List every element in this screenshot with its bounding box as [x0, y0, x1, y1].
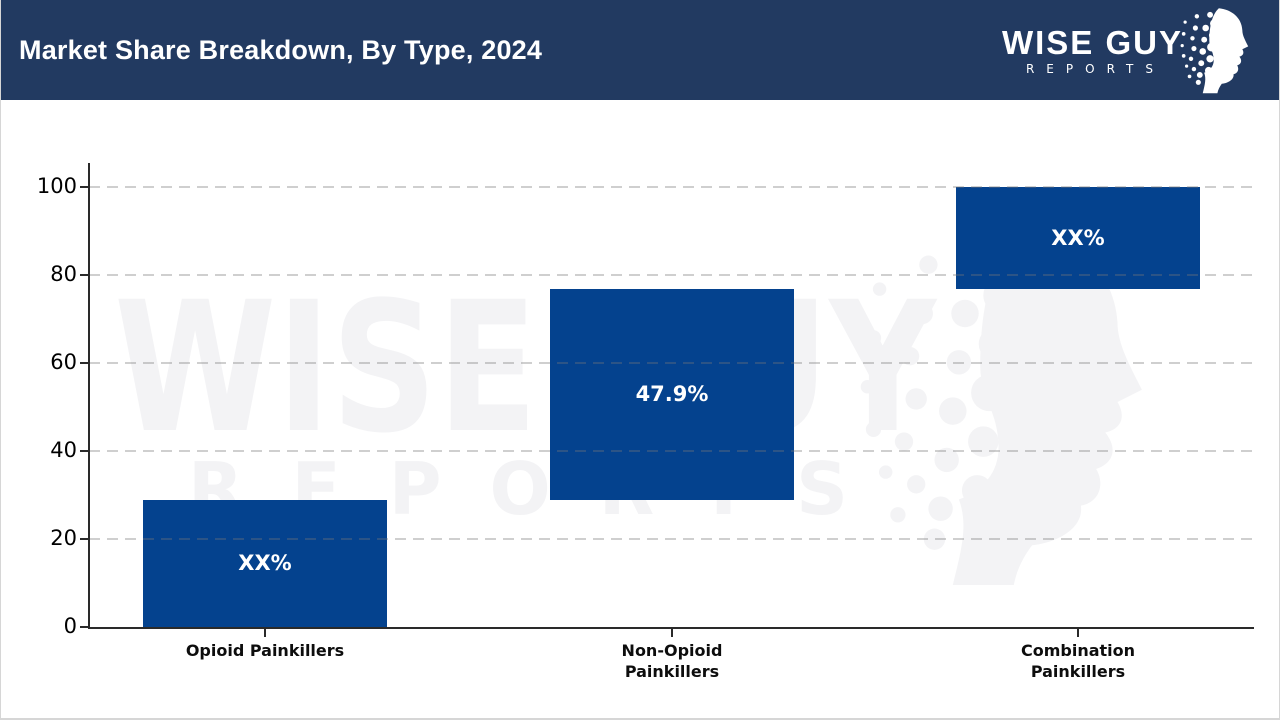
logo-wordmark: WISE GUY [1001, 23, 1183, 61]
x-tick-mark [671, 629, 673, 637]
y-tick-mark [80, 450, 88, 452]
gridline-20 [89, 538, 1254, 540]
x-axis-line [88, 627, 1254, 629]
page-title: Market Share Breakdown, By Type, 2024 [19, 34, 543, 65]
gridline-80 [89, 274, 1254, 276]
x-category-label: Non-Opioid Painkillers [621, 641, 723, 681]
y-tick-label: 100 [36, 174, 77, 199]
y-tick-mark [80, 362, 88, 364]
logo-reports-label: REPORTS [1025, 61, 1165, 76]
bar-value-label: XX% [238, 551, 292, 576]
gridline-60 [89, 362, 1254, 364]
y-tick-label: 60 [50, 350, 77, 375]
wiseguy-logo-text: WISE GUY REPORTS [1002, 26, 1183, 75]
wiseguy-logo-face-icon [1180, 8, 1249, 94]
y-tick-mark [80, 186, 88, 188]
waterfall-bar-2 [550, 289, 794, 500]
y-axis-line [88, 163, 90, 629]
bar-value-label: XX% [1051, 226, 1105, 251]
gridline-40 [89, 450, 1254, 452]
x-tick-mark [264, 629, 266, 637]
x-tick-mark [1077, 629, 1079, 637]
y-tick-mark [80, 274, 88, 276]
y-tick-mark [80, 626, 88, 628]
wiseguy-logo: WISE GUY REPORTS [1002, 6, 1253, 94]
y-tick-label: 20 [50, 526, 77, 551]
waterfall-bar-1 [143, 499, 387, 627]
y-tick-label: 80 [50, 262, 77, 287]
x-category-label: Combination Painkillers [1020, 641, 1136, 681]
gridline-100 [89, 186, 1254, 188]
bar-value-label: 47.9% [635, 382, 709, 407]
header-bar: Market Share Breakdown, By Type, 2024 WI… [1, 0, 1279, 100]
y-tick-mark [80, 538, 88, 540]
y-tick-label: 40 [50, 438, 77, 463]
x-category-label: Opioid Painkillers [185, 641, 345, 660]
y-tick-label: 0 [63, 614, 77, 639]
